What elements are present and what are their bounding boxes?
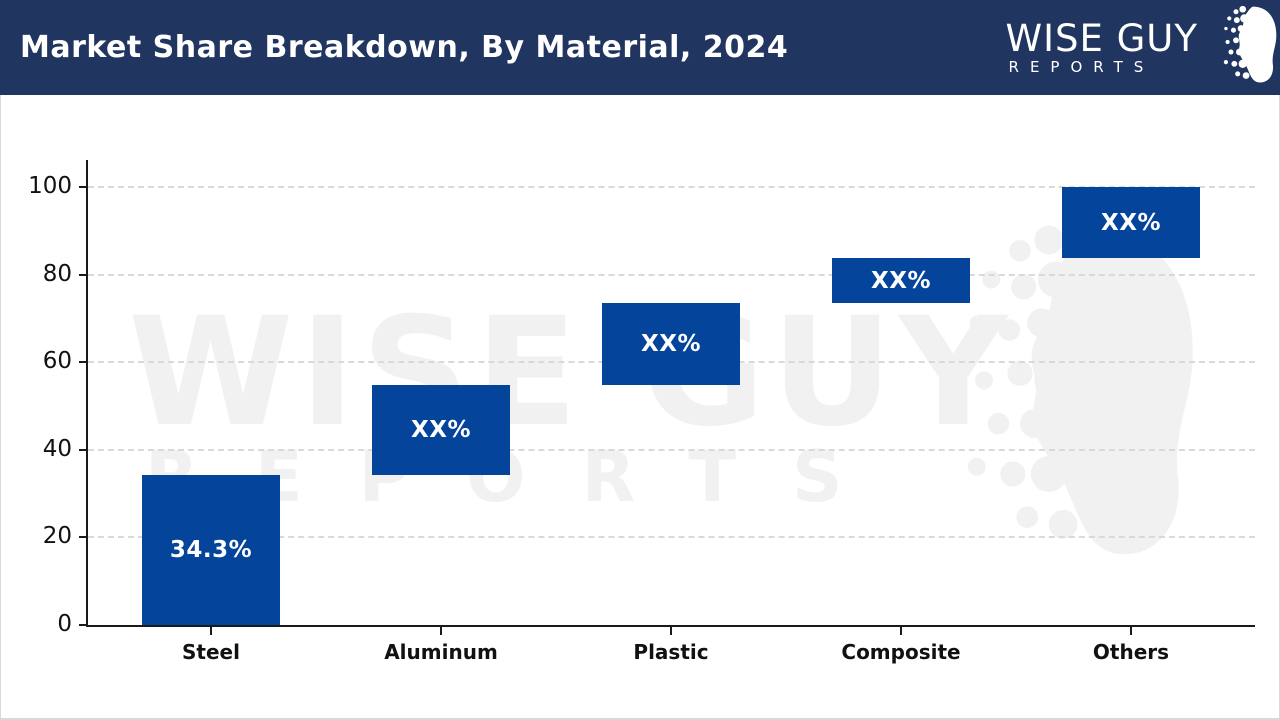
x-tick-mark [1130,627,1132,635]
y-tick-label: 80 [42,260,72,287]
bar: XX% [372,384,510,475]
y-tick-mark [79,186,86,188]
bar-value-label: XX% [870,267,931,294]
y-tick-mark [79,448,86,451]
y-tick-label: 40 [42,435,72,462]
x-tick-mark [210,627,212,635]
gridline [88,273,1255,276]
y-tick-mark [79,361,86,364]
gridline [88,448,1255,451]
logo-wordmark: WISE GUY [1005,16,1198,60]
x-tick-mark [900,627,902,635]
x-category-label: Composite [841,640,961,664]
gridline [88,186,1255,188]
page-title: Market Share Breakdown, By Material, 202… [20,30,789,65]
bar: XX% [1062,187,1200,259]
wiseguy-logo-text: WISE GUY REPORTS [1005,16,1198,77]
y-tick-label: 60 [42,348,72,375]
bar: 34.3% [142,474,280,625]
y-tick-mark [79,624,86,626]
wiseguy-face-icon [1223,5,1277,83]
bar: XX% [832,258,970,304]
x-category-label: Aluminum [384,640,498,664]
y-tick-mark [79,536,86,539]
y-axis-line [86,160,88,627]
header-bar: Market Share Breakdown, By Material, 202… [0,0,1280,95]
bar-value-label: XX% [410,416,471,443]
x-category-label: Others [1092,640,1170,664]
y-tick-label: 100 [28,173,72,199]
y-tick-label: 20 [42,523,72,550]
bar: XX% [602,303,740,385]
x-tick-mark [670,627,672,635]
y-tick-mark [79,273,86,276]
x-category-label: Steel [182,640,240,664]
x-tick-mark [440,627,442,635]
bar-value-label: XX% [640,330,701,357]
bar-value-label: XX% [1100,209,1161,236]
bar-value-label: 34.3% [169,536,253,563]
gridline [88,536,1255,539]
x-category-label: Plastic [633,640,709,664]
y-tick-label: 0 [57,611,72,637]
logo-subtext: REPORTS [1008,58,1155,77]
wiseguy-logo: WISE GUY REPORTS [1006,5,1280,89]
x-axis-line [86,625,1255,627]
